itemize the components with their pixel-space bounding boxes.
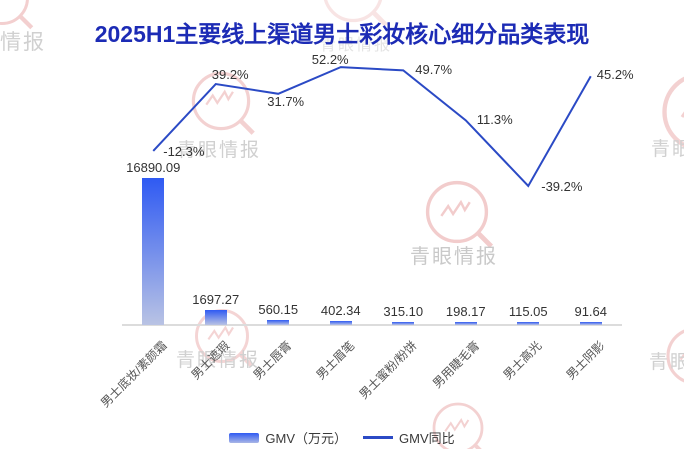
bar-value-label: 1697.27 [192, 292, 240, 308]
watermark-text: 青眼情报 [649, 352, 684, 373]
yoy-point-label: 49.7% [415, 62, 453, 78]
chart-title: 2025H1主要线上渠道男士彩妆核心细分品类表现 [94, 21, 590, 47]
legend-item-gmv[interactable]: GMV（万元） [229, 428, 347, 447]
yoy-point-label: -12.3% [163, 143, 205, 159]
category-label: 男士阴影 [563, 338, 608, 383]
legend-item-yoy[interactable]: GMV同比 [363, 428, 455, 447]
watermark-text: 情报 [0, 31, 46, 54]
watermark-text: 青眼情报 [320, 37, 393, 54]
yoy-point-label: -39.2% [541, 178, 583, 194]
gmv-bar [204, 310, 227, 325]
watermark-text: 青眼情报 [410, 246, 498, 268]
yoy-point-label: 11.3% [476, 112, 513, 128]
watermark-text: 青眼情报 [176, 350, 261, 371]
yoy-point-label: 39.2% [211, 67, 249, 83]
gmv-bar [142, 178, 165, 325]
gmv-bar [267, 320, 290, 325]
bar-value-label: 198.17 [445, 304, 486, 319]
category-label: 男士蜜粉/粉饼 [356, 338, 420, 402]
line-swatch-icon [363, 436, 393, 439]
gmv-bar [517, 322, 540, 325]
yoy-point-label: 52.2% [311, 52, 349, 68]
bar-value-label: 402.34 [320, 303, 361, 319]
gmv-bar [454, 322, 477, 325]
x-axis-line [122, 324, 622, 326]
bar-value-label: 16890.09 [126, 160, 181, 175]
gmv-bar [329, 321, 352, 325]
bar-value-label: 315.10 [383, 304, 424, 319]
bar-value-label: 91.64 [574, 304, 608, 319]
category-label: 男士唇膏 [250, 338, 295, 383]
category-label: 男士眉笔 [313, 338, 358, 383]
bar-value-label: 115.05 [508, 304, 548, 319]
legend-label-gmv: GMV（万元） [265, 431, 347, 446]
category-label: 男士高光 [500, 338, 545, 383]
legend: GMV（万元） GMV同比 [0, 428, 684, 447]
legend-label-yoy: GMV同比 [399, 431, 455, 446]
bar-swatch-icon [229, 432, 260, 443]
category-label: 男士底妆/素颜霜 [97, 338, 170, 411]
yoy-point-label: 45.2% [596, 67, 634, 83]
gmv-bar [579, 322, 602, 325]
watermark-text: 青眼情报 [651, 139, 684, 160]
bar-value-label: 560.15 [258, 302, 299, 318]
category-label: 男士遮瑕 [188, 338, 233, 383]
gmv-bar [392, 322, 415, 325]
category-label: 男用睫毛膏 [429, 338, 483, 391]
yoy-point-label: 31.7% [267, 93, 305, 109]
